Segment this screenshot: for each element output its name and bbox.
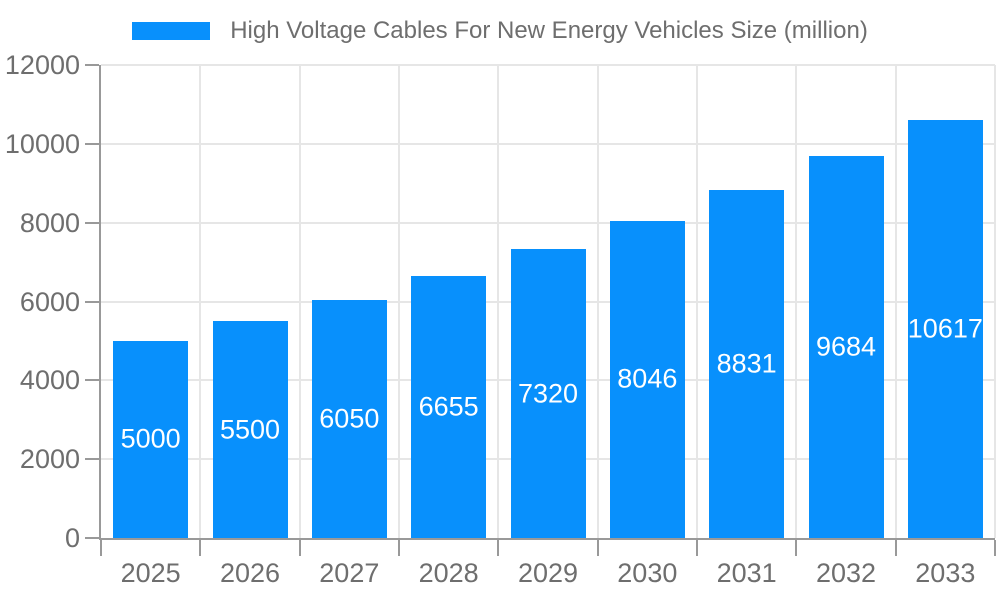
y-axis-tick-label: 6000 [19, 286, 80, 317]
x-axis-tick-mark [100, 540, 102, 556]
bar-2032[interactable]: 9684 [808, 156, 884, 538]
bars-layer: 5000 5500 6050 6655 7320 8046 8831 9684 10617 [101, 65, 995, 538]
y-axis-tick-mark [85, 537, 99, 539]
gridline-horizontal [101, 221, 995, 224]
x-axis-tick-mark [298, 540, 301, 556]
y-axis-tick-label: 12000 [4, 50, 80, 80]
y-axis-tick-mark [85, 458, 99, 461]
y-axis-tick-label: 8000 [19, 207, 80, 238]
x-axis-category-label: 2033 [915, 558, 976, 588]
bar-2027[interactable]: 6050 [311, 299, 387, 538]
bar-2033[interactable]: 10617 [907, 119, 983, 538]
gridline-vertical [497, 65, 500, 538]
y-axis-tick-mark [85, 379, 99, 382]
bar-2031[interactable]: 8831 [709, 189, 785, 538]
x-axis-tick-mark [199, 540, 202, 556]
bar-value-label: 8046 [617, 363, 678, 394]
bar-2028[interactable]: 6655 [411, 275, 487, 538]
gridline-vertical [894, 65, 897, 538]
gridline-vertical [795, 65, 798, 538]
x-axis-tick-mark [398, 540, 400, 556]
bar-value-label: 9684 [815, 331, 877, 362]
y-axis-tick-mark [85, 142, 99, 145]
bar-2025[interactable]: 5000 [113, 340, 189, 538]
x-axis-category-label: 2029 [517, 558, 579, 588]
y-axis-tick-mark [85, 300, 99, 303]
gridline-horizontal [101, 142, 995, 145]
bar-value-label: 6655 [418, 391, 479, 422]
gridline-vertical [298, 65, 301, 538]
x-axis-category-label: 2032 [815, 558, 877, 588]
gridline-vertical [398, 65, 400, 538]
x-axis-category-label: 2027 [319, 558, 380, 588]
gridline-vertical [199, 65, 202, 538]
x-axis-category-label: 2028 [418, 558, 479, 588]
x-axis-tick-mark [894, 540, 897, 556]
x-axis-tick-mark [696, 540, 698, 556]
y-axis-tick-label: 2000 [19, 444, 80, 475]
legend-item[interactable]: High Voltage Cables For New Energy Vehic… [0, 16, 1000, 46]
bar-value-label: 6050 [319, 403, 380, 434]
plot-area: 5000 5500 6050 6655 7320 8046 8831 9684 10617 [99, 64, 996, 540]
x-axis-category-label: 2031 [716, 558, 777, 588]
x-axis-category-label: 2025 [120, 558, 181, 588]
gridline-vertical [596, 65, 599, 538]
x-axis-category-label: 2030 [617, 558, 678, 588]
x-axis-tick-mark [497, 540, 500, 556]
y-axis-tick-mark [85, 64, 99, 66]
y-axis-tick-label: 4000 [19, 365, 80, 396]
legend-label: High Voltage Cables For New Energy Vehic… [230, 17, 868, 44]
y-axis-tick-label: 10000 [4, 128, 80, 159]
bar-value-label: 5500 [219, 414, 281, 445]
y-axis-tick-label: 0 [64, 523, 80, 553]
x-axis-tick-mark [795, 540, 798, 556]
bar-value-label: 8831 [716, 348, 777, 379]
x-axis-category-label: 2026 [219, 558, 281, 588]
legend-marker-swatch [132, 22, 211, 40]
gridline-vertical [696, 65, 698, 538]
gridline-vertical [994, 65, 996, 538]
bar-2029[interactable]: 7320 [510, 249, 586, 538]
y-axis-tick-mark [85, 221, 99, 224]
bar-value-label: 5000 [120, 423, 181, 454]
bar-2030[interactable]: 8046 [609, 220, 685, 538]
gridline-horizontal [101, 64, 995, 66]
bar-value-label: 10617 [907, 313, 983, 344]
bar-value-label: 7320 [517, 378, 579, 409]
x-axis-tick-mark [994, 540, 996, 556]
x-axis-tick-mark [596, 540, 599, 556]
bar-2026[interactable]: 5500 [212, 321, 288, 538]
